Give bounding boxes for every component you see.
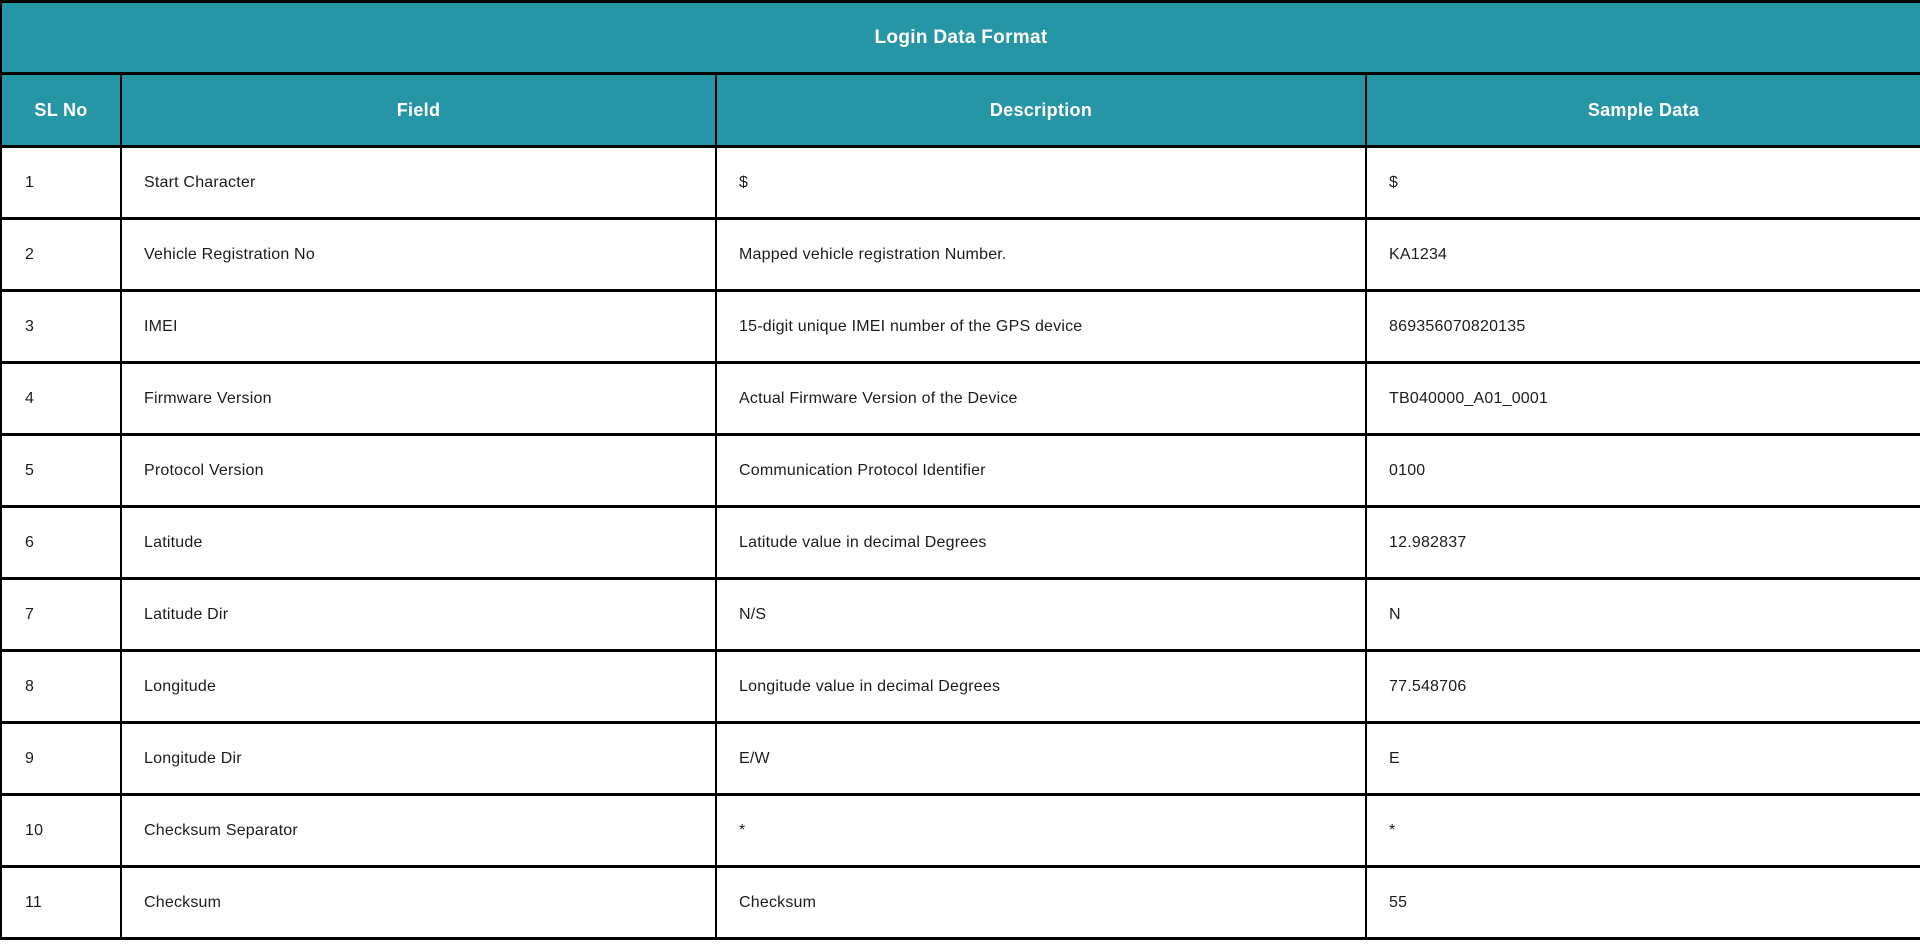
cell-field: Latitude — [120, 505, 717, 580]
cell-field: Firmware Version — [120, 361, 717, 436]
cell-sample-data: * — [1365, 793, 1920, 868]
cell-field: Longitude — [120, 649, 717, 724]
cell-sample-data: TB040000_A01_0001 — [1365, 361, 1920, 436]
table-row: 6 Latitude Latitude value in decimal Deg… — [0, 505, 1920, 580]
table-row: 1 Start Character $ $ — [0, 145, 1920, 220]
cell-description: Longitude value in decimal Degrees — [715, 649, 1367, 724]
cell-sample-data: E — [1365, 721, 1920, 796]
cell-field: Checksum Separator — [120, 793, 717, 868]
header-row: SL No Field Description Sample Data — [0, 72, 1920, 148]
cell-field: Vehicle Registration No — [120, 217, 717, 292]
cell-sl-no: 1 — [0, 145, 122, 220]
cell-field: Start Character — [120, 145, 717, 220]
table-row: 9 Longitude Dir E/W E — [0, 721, 1920, 796]
cell-description: 15-digit unique IMEI number of the GPS d… — [715, 289, 1367, 364]
table-row: 7 Latitude Dir N/S N — [0, 577, 1920, 652]
cell-sample-data: KA1234 — [1365, 217, 1920, 292]
cell-description: Latitude value in decimal Degrees — [715, 505, 1367, 580]
cell-description: $ — [715, 145, 1367, 220]
cell-description: E/W — [715, 721, 1367, 796]
cell-sl-no: 5 — [0, 433, 122, 508]
table-row: 3 IMEI 15-digit unique IMEI number of th… — [0, 289, 1920, 364]
cell-field: Latitude Dir — [120, 577, 717, 652]
cell-description: Mapped vehicle registration Number. — [715, 217, 1367, 292]
table-row: 2 Vehicle Registration No Mapped vehicle… — [0, 217, 1920, 292]
cell-sample-data: $ — [1365, 145, 1920, 220]
cell-sl-no: 2 — [0, 217, 122, 292]
cell-sl-no: 9 — [0, 721, 122, 796]
cell-sl-no: 10 — [0, 793, 122, 868]
cell-sl-no: 11 — [0, 865, 122, 940]
cell-sl-no: 3 — [0, 289, 122, 364]
table-row: 4 Firmware Version Actual Firmware Versi… — [0, 361, 1920, 436]
table-row: 5 Protocol Version Communication Protoco… — [0, 433, 1920, 508]
column-header-description: Description — [715, 72, 1367, 148]
cell-description: Communication Protocol Identifier — [715, 433, 1367, 508]
cell-sl-no: 7 — [0, 577, 122, 652]
cell-field: Checksum — [120, 865, 717, 940]
cell-field: Longitude Dir — [120, 721, 717, 796]
cell-sample-data: 12.982837 — [1365, 505, 1920, 580]
column-header-sample-data: Sample Data — [1365, 72, 1920, 148]
table-body: 1 Start Character $ $ 2 Vehicle Registra… — [0, 145, 1920, 940]
cell-sample-data: N — [1365, 577, 1920, 652]
column-header-sl-no: SL No — [0, 72, 122, 148]
cell-description: * — [715, 793, 1367, 868]
cell-sl-no: 8 — [0, 649, 122, 724]
cell-sample-data: 77.548706 — [1365, 649, 1920, 724]
table-title: Login Data Format — [0, 0, 1920, 75]
cell-description: Actual Firmware Version of the Device — [715, 361, 1367, 436]
cell-sample-data: 55 — [1365, 865, 1920, 940]
table-row: 10 Checksum Separator * * — [0, 793, 1920, 868]
table-head: Login Data Format SL No Field Descriptio… — [0, 0, 1920, 148]
table-row: 11 Checksum Checksum 55 — [0, 865, 1920, 940]
cell-field: IMEI — [120, 289, 717, 364]
title-row: Login Data Format — [0, 0, 1920, 75]
table-row: 8 Longitude Longitude value in decimal D… — [0, 649, 1920, 724]
cell-sample-data: 869356070820135 — [1365, 289, 1920, 364]
cell-sl-no: 6 — [0, 505, 122, 580]
cell-sl-no: 4 — [0, 361, 122, 436]
cell-description: N/S — [715, 577, 1367, 652]
cell-field: Protocol Version — [120, 433, 717, 508]
cell-sample-data: 0100 — [1365, 433, 1920, 508]
column-header-field: Field — [120, 72, 717, 148]
cell-description: Checksum — [715, 865, 1367, 940]
